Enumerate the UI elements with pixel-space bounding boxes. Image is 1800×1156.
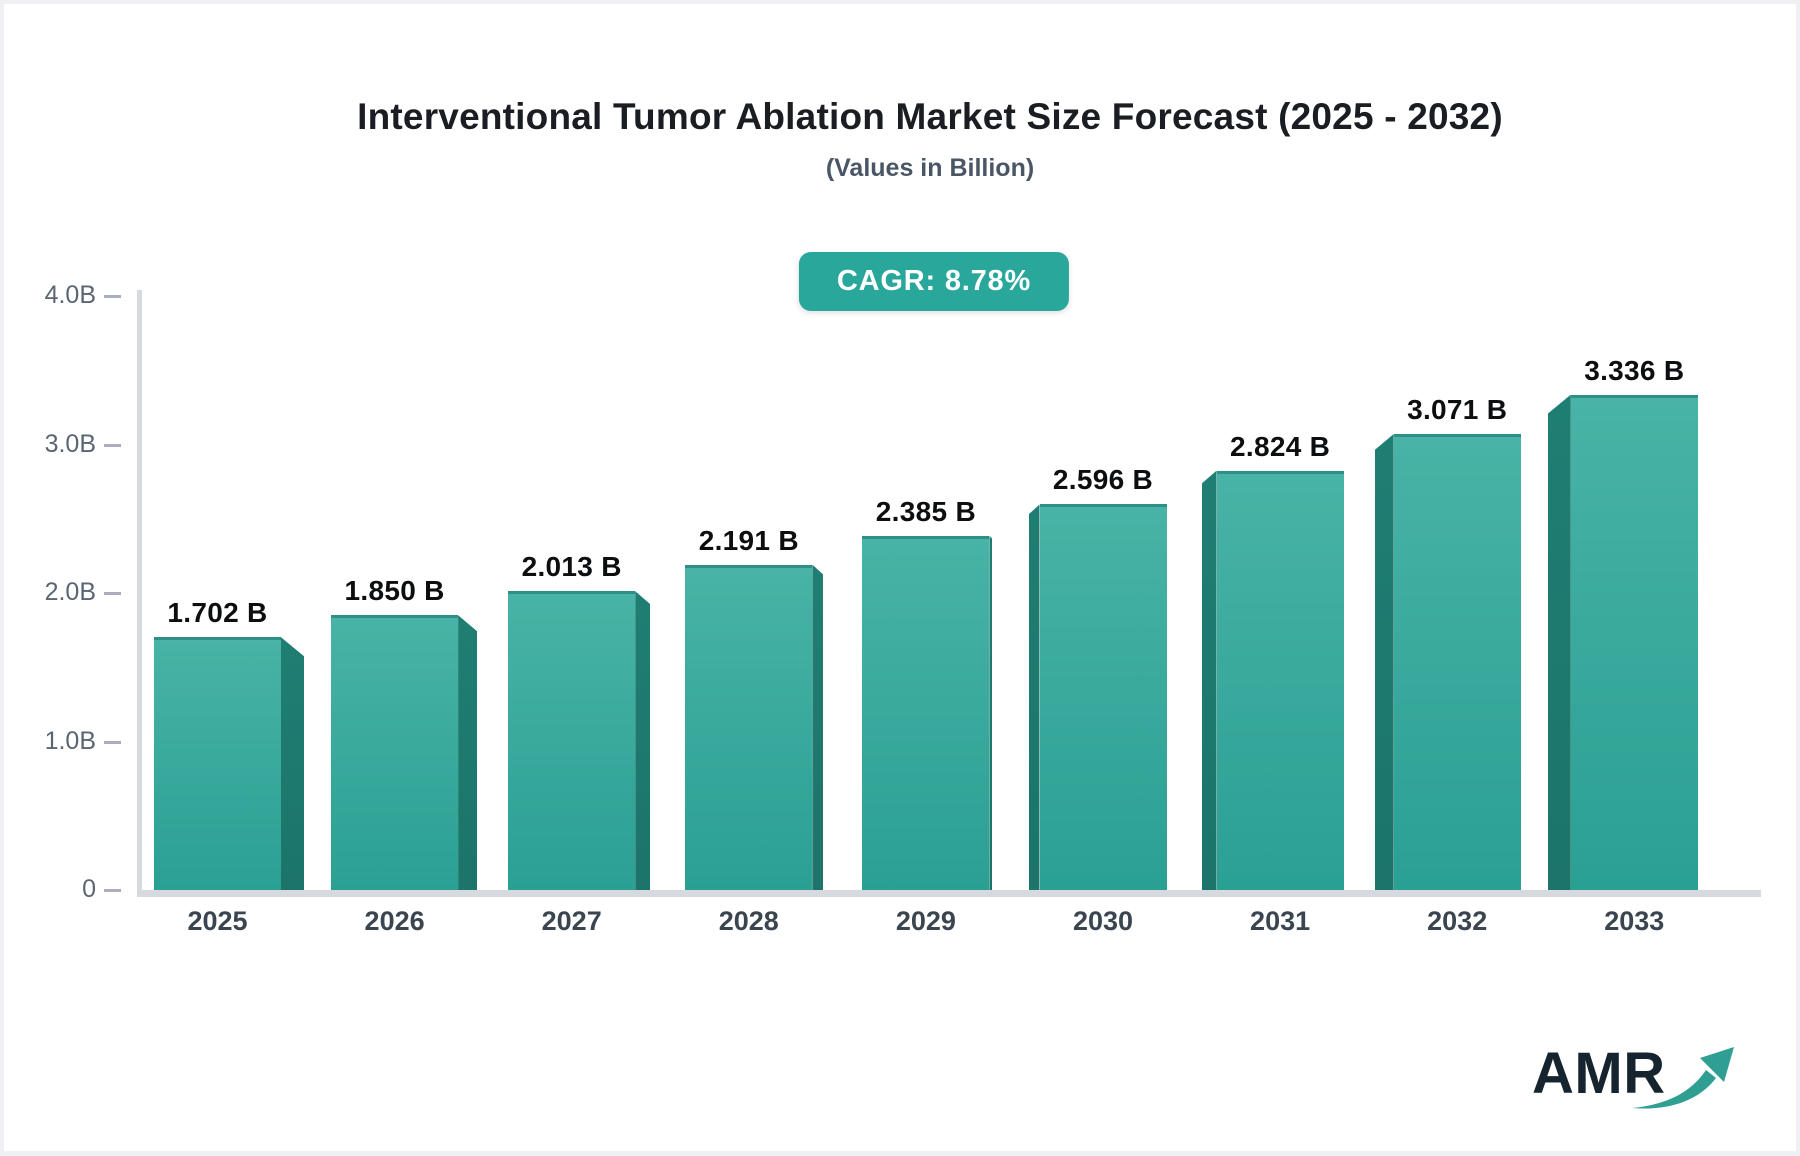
bar-front-face bbox=[862, 535, 990, 890]
bar-2026 bbox=[331, 615, 478, 890]
x-axis-label-2028: 2028 bbox=[718, 906, 779, 936]
chart-plot-area: 4.0B 3.0B 2.0B 1.0B 0 1.702 B 2025 1.850 B 2026 2… bbox=[4, 4, 1796, 1151]
bar-2030 bbox=[1028, 504, 1167, 890]
y-axis-line bbox=[137, 290, 142, 894]
bar-2031 bbox=[1201, 470, 1344, 890]
bar-value-label: 3.336 B bbox=[1584, 354, 1685, 386]
bar-side-face bbox=[1028, 504, 1040, 890]
bar-side-face bbox=[281, 637, 304, 890]
y-axis-tick-mark bbox=[104, 740, 121, 744]
y-axis-tick-label: 2.0B bbox=[44, 578, 96, 606]
bar-front-face bbox=[1039, 504, 1167, 890]
amr-logo-text: AMR bbox=[1532, 1041, 1666, 1106]
logo-growth-arrow-icon bbox=[1632, 1047, 1734, 1109]
y-axis-tick-label: 0 bbox=[82, 875, 96, 903]
x-axis-label-2033: 2033 bbox=[1604, 906, 1665, 936]
bar-value-label: 3.071 B bbox=[1407, 393, 1508, 425]
bar-side-face bbox=[1547, 394, 1571, 890]
y-axis-tick-mark bbox=[104, 443, 121, 447]
x-axis-label-2029: 2029 bbox=[895, 906, 956, 936]
bar-value-label: 1.702 B bbox=[167, 597, 268, 629]
x-axis-label-2032: 2032 bbox=[1427, 906, 1488, 936]
chart-card: Interventional Tumor Ablation Market Siz… bbox=[4, 4, 1796, 1151]
x-axis-label-2025: 2025 bbox=[187, 906, 248, 936]
amr-logo: AMR bbox=[1532, 1040, 1734, 1112]
bar-side-face bbox=[1201, 470, 1217, 890]
x-axis-label-2027: 2027 bbox=[541, 906, 602, 936]
cagr-badge: CAGR: 8.78% bbox=[798, 252, 1070, 311]
bar-front-face bbox=[154, 637, 281, 890]
bar-value-label: 2.013 B bbox=[521, 551, 622, 583]
bar-side-face bbox=[1374, 433, 1394, 890]
y-axis-tick-label: 4.0B bbox=[44, 281, 96, 309]
bar-front-face bbox=[1570, 394, 1698, 890]
x-axis-line bbox=[137, 890, 1761, 897]
bar-value-label: 2.824 B bbox=[1230, 430, 1331, 462]
bar-2027 bbox=[508, 591, 651, 890]
x-axis-label-2026: 2026 bbox=[364, 906, 425, 936]
bar-front-face bbox=[508, 591, 636, 890]
bar-side-face bbox=[812, 564, 824, 890]
y-axis-tick-label: 3.0B bbox=[44, 429, 96, 458]
bar-front-face bbox=[1216, 470, 1344, 890]
bar-2032 bbox=[1374, 433, 1521, 890]
bar-front-face bbox=[1393, 433, 1521, 890]
y-axis-tick-mark bbox=[104, 295, 121, 298]
bar-2028 bbox=[685, 564, 824, 890]
bar-value-label: 2.385 B bbox=[875, 495, 976, 527]
y-axis-tick-label: 1.0B bbox=[44, 726, 96, 755]
x-axis-label-2030: 2030 bbox=[1072, 906, 1134, 936]
y-axis-tick-mark bbox=[104, 592, 121, 595]
chart-subtitle: (Values in Billion) bbox=[825, 154, 1035, 182]
x-axis-label-2031: 2031 bbox=[1250, 906, 1311, 936]
bar-side-face bbox=[458, 615, 478, 890]
chart-header: Interventional Tumor Ablation Market Siz… bbox=[94, 96, 1766, 183]
bar-front-face bbox=[331, 615, 459, 890]
bar-front-face bbox=[685, 564, 813, 890]
bar-side-face bbox=[635, 591, 651, 890]
y-axis-tick-mark bbox=[104, 889, 121, 892]
bar-2033 bbox=[1547, 394, 1698, 890]
bar-value-label: 2.191 B bbox=[698, 524, 799, 556]
bar-2025 bbox=[154, 637, 304, 890]
bar-side-face bbox=[989, 535, 993, 890]
bar-value-label: 1.850 B bbox=[344, 575, 445, 607]
bar-value-label: 2.596 B bbox=[1052, 464, 1154, 496]
chart-title: Interventional Tumor Ablation Market Siz… bbox=[357, 96, 1503, 137]
bar-2029 bbox=[862, 535, 993, 890]
